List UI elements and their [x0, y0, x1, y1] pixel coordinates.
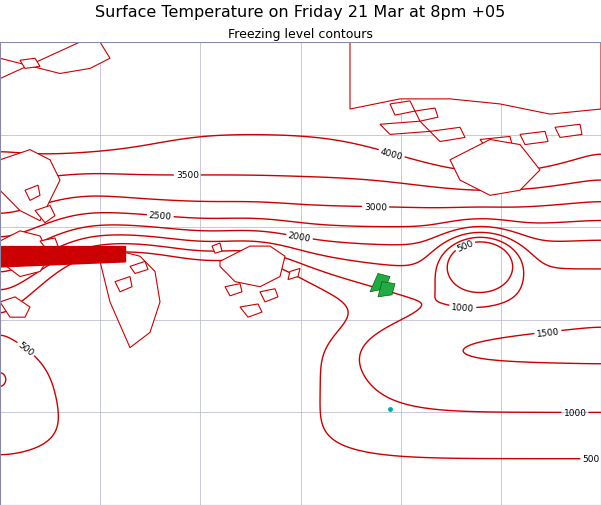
- Polygon shape: [0, 231, 50, 277]
- Polygon shape: [350, 43, 601, 115]
- Text: 2500: 2500: [148, 211, 172, 222]
- Polygon shape: [555, 125, 582, 138]
- Polygon shape: [378, 282, 395, 297]
- Polygon shape: [480, 137, 512, 150]
- Polygon shape: [0, 150, 60, 221]
- Polygon shape: [380, 122, 430, 135]
- Polygon shape: [520, 132, 548, 145]
- Text: 500: 500: [455, 238, 474, 253]
- Polygon shape: [115, 277, 132, 292]
- Polygon shape: [450, 140, 540, 196]
- Polygon shape: [225, 284, 242, 296]
- Polygon shape: [430, 128, 465, 142]
- Polygon shape: [0, 43, 110, 79]
- Text: Freezing level contours: Freezing level contours: [228, 28, 373, 41]
- Polygon shape: [370, 274, 390, 292]
- Polygon shape: [260, 289, 278, 302]
- Text: 3000: 3000: [364, 203, 387, 212]
- Polygon shape: [0, 297, 30, 318]
- Text: 500: 500: [582, 454, 600, 463]
- Text: 1000: 1000: [564, 408, 587, 417]
- Text: 3500: 3500: [176, 171, 199, 180]
- Text: 1500: 1500: [29, 247, 54, 266]
- Polygon shape: [415, 109, 438, 122]
- Polygon shape: [40, 238, 58, 251]
- Polygon shape: [35, 206, 55, 223]
- Polygon shape: [130, 262, 148, 274]
- Polygon shape: [240, 305, 262, 318]
- Polygon shape: [212, 243, 222, 254]
- Polygon shape: [288, 269, 300, 280]
- Text: 2000: 2000: [287, 231, 311, 244]
- Polygon shape: [390, 102, 415, 116]
- Polygon shape: [20, 59, 40, 69]
- Text: 4000: 4000: [379, 146, 404, 161]
- Text: 1000: 1000: [451, 302, 475, 313]
- Text: 1500: 1500: [536, 327, 560, 338]
- Polygon shape: [100, 251, 160, 348]
- Text: Surface Temperature on Friday 21 Mar at 8pm +05: Surface Temperature on Friday 21 Mar at …: [96, 5, 505, 20]
- Polygon shape: [25, 186, 40, 201]
- Polygon shape: [220, 246, 285, 287]
- Text: 500: 500: [16, 340, 35, 358]
